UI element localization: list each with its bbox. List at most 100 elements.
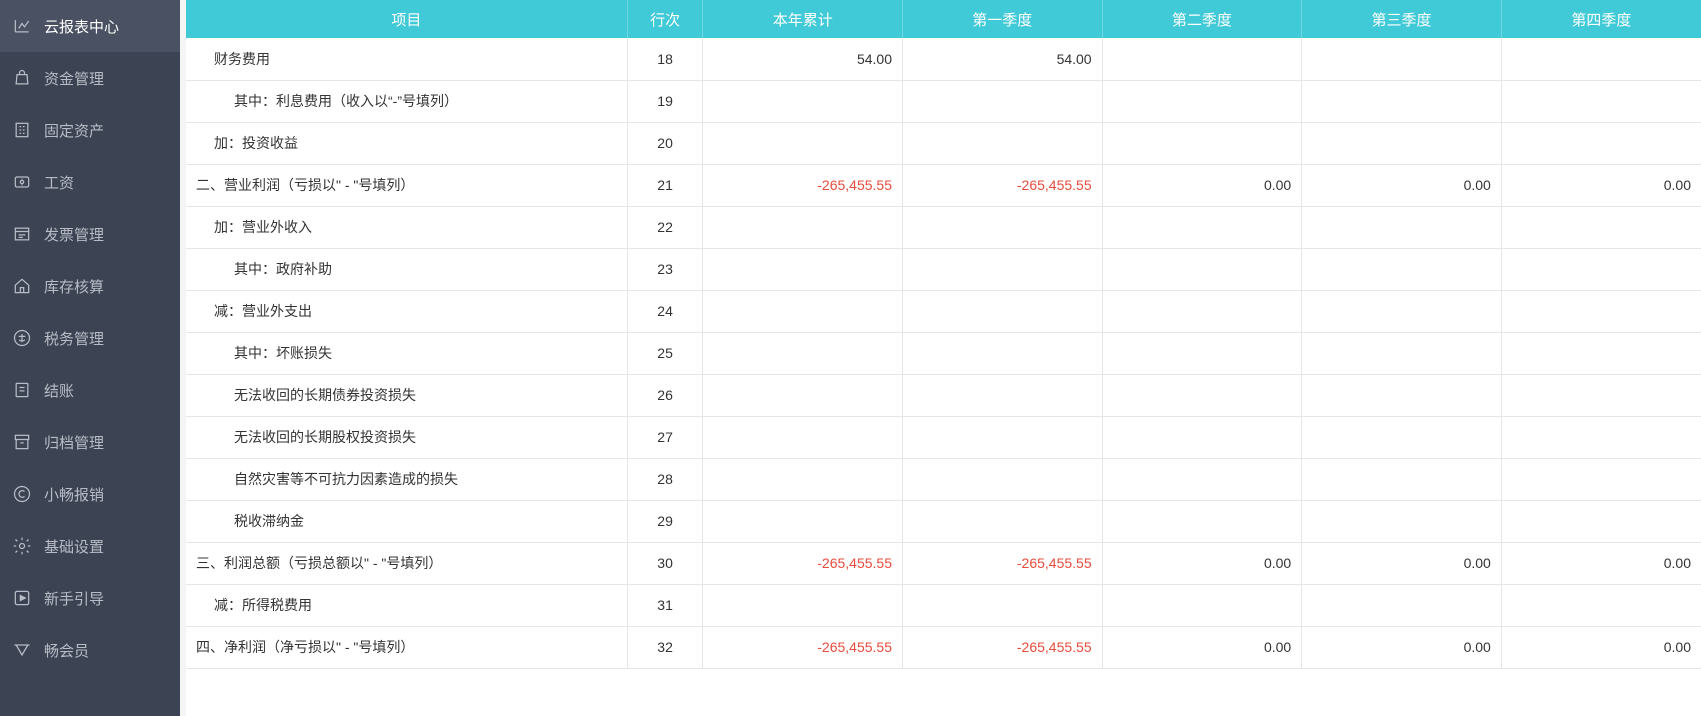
sidebar-item-label: 云报表中心 — [44, 16, 119, 37]
table-row: 加：投资收益20 — [186, 122, 1701, 164]
cell-row: 18 — [627, 38, 703, 80]
cell-ytd — [703, 290, 903, 332]
cell-ytd — [703, 248, 903, 290]
cell-q1: -265,455.55 — [903, 542, 1103, 584]
sidebar-item-12[interactable]: 畅会员 — [0, 624, 180, 676]
tax-icon — [12, 328, 32, 348]
table-row: 二、营业利润（亏损以" - "号填列）21-265,455.55-265,455… — [186, 164, 1701, 206]
sidebar-item-label: 归档管理 — [44, 432, 104, 453]
cell-q2 — [1102, 206, 1302, 248]
sidebar-item-label: 基础设置 — [44, 536, 104, 557]
table-row: 减：所得税费用31 — [186, 584, 1701, 626]
sidebar-item-10[interactable]: 基础设置 — [0, 520, 180, 572]
cell-row: 26 — [627, 374, 703, 416]
cell-q3: 0.00 — [1302, 542, 1502, 584]
sidebar-item-2[interactable]: 固定资产 — [0, 104, 180, 156]
sidebar-item-11[interactable]: 新手引导 — [0, 572, 180, 624]
cell-q4 — [1501, 80, 1701, 122]
col-header-0: 项目 — [186, 0, 627, 38]
cell-q3 — [1302, 332, 1502, 374]
col-header-3: 第一季度 — [903, 0, 1103, 38]
sidebar-item-7[interactable]: 结账 — [0, 364, 180, 416]
cell-q3 — [1302, 206, 1502, 248]
cell-q2 — [1102, 332, 1302, 374]
archive-icon — [12, 432, 32, 452]
cell-item: 加：营业外收入 — [186, 206, 627, 248]
sidebar-item-8[interactable]: 归档管理 — [0, 416, 180, 468]
cell-q2: 0.00 — [1102, 626, 1302, 668]
sidebar-item-label: 库存核算 — [44, 276, 104, 297]
cell-q2: 0.00 — [1102, 164, 1302, 206]
cell-q3 — [1302, 458, 1502, 500]
sidebar-item-label: 新手引导 — [44, 588, 104, 609]
col-header-5: 第三季度 — [1302, 0, 1502, 38]
cell-q3 — [1302, 122, 1502, 164]
cell-q3 — [1302, 38, 1502, 80]
chart-icon — [12, 16, 32, 36]
table-row: 加：营业外收入22 — [186, 206, 1701, 248]
cell-q1 — [903, 416, 1103, 458]
cell-row: 29 — [627, 500, 703, 542]
cell-q4 — [1501, 290, 1701, 332]
app-root: 云报表中心资金管理固定资产工资发票管理库存核算税务管理结账归档管理小畅报销基础设… — [0, 0, 1701, 716]
cell-item: 减：所得税费用 — [186, 584, 627, 626]
sidebar-item-label: 资金管理 — [44, 68, 104, 89]
cell-q2 — [1102, 458, 1302, 500]
cell-q1 — [903, 458, 1103, 500]
bag-icon — [12, 68, 32, 88]
sidebar-item-9[interactable]: 小畅报销 — [0, 468, 180, 520]
main-content[interactable]: 项目行次本年累计第一季度第二季度第三季度第四季度 财务费用1854.0054.0… — [186, 0, 1701, 716]
cell-q2 — [1102, 122, 1302, 164]
sidebar-item-1[interactable]: 资金管理 — [0, 52, 180, 104]
cell-item: 四、净利润（净亏损以" - "号填列） — [186, 626, 627, 668]
cell-q4: 0.00 — [1501, 626, 1701, 668]
sidebar-item-label: 固定资产 — [44, 120, 104, 141]
sidebar-item-3[interactable]: 工资 — [0, 156, 180, 208]
sidebar-item-label: 工资 — [44, 172, 74, 193]
cell-ytd — [703, 332, 903, 374]
table-body: 财务费用1854.0054.00其中：利息费用（收入以“-”号填列）19加：投资… — [186, 38, 1701, 668]
cell-row: 21 — [627, 164, 703, 206]
cell-item: 税收滞纳金 — [186, 500, 627, 542]
cell-row: 32 — [627, 626, 703, 668]
cell-q2 — [1102, 38, 1302, 80]
sidebar-item-6[interactable]: 税务管理 — [0, 312, 180, 364]
cell-row: 25 — [627, 332, 703, 374]
cell-q2 — [1102, 416, 1302, 458]
table-row: 其中：利息费用（收入以“-”号填列）19 — [186, 80, 1701, 122]
cell-q2 — [1102, 584, 1302, 626]
cell-q1 — [903, 122, 1103, 164]
sidebar-item-4[interactable]: 发票管理 — [0, 208, 180, 260]
c-icon — [12, 484, 32, 504]
sidebar-item-5[interactable]: 库存核算 — [0, 260, 180, 312]
cell-q2: 0.00 — [1102, 542, 1302, 584]
cell-q2 — [1102, 374, 1302, 416]
cell-ytd — [703, 206, 903, 248]
cell-q1 — [903, 206, 1103, 248]
table-row: 无法收回的长期债券投资损失26 — [186, 374, 1701, 416]
cell-q3: 0.00 — [1302, 164, 1502, 206]
cell-q3 — [1302, 80, 1502, 122]
cell-q1: 54.00 — [903, 38, 1103, 80]
cell-item: 二、营业利润（亏损以" - "号填列） — [186, 164, 627, 206]
sidebar-item-0[interactable]: 云报表中心 — [0, 0, 180, 52]
cell-q4 — [1501, 458, 1701, 500]
cell-item: 无法收回的长期股权投资损失 — [186, 416, 627, 458]
table-row: 自然灾害等不可抗力因素造成的损失28 — [186, 458, 1701, 500]
cell-q4 — [1501, 38, 1701, 80]
cell-row: 23 — [627, 248, 703, 290]
cell-q3 — [1302, 374, 1502, 416]
house-icon — [12, 276, 32, 296]
cell-q4 — [1501, 332, 1701, 374]
cell-q4 — [1501, 416, 1701, 458]
cell-ytd: -265,455.55 — [703, 626, 903, 668]
cell-ytd — [703, 416, 903, 458]
sidebar-item-label: 发票管理 — [44, 224, 104, 245]
cell-row: 19 — [627, 80, 703, 122]
cell-ytd — [703, 122, 903, 164]
building-icon — [12, 120, 32, 140]
table-row: 其中：政府补助23 — [186, 248, 1701, 290]
cell-q1 — [903, 374, 1103, 416]
table-row: 财务费用1854.0054.00 — [186, 38, 1701, 80]
cell-q3 — [1302, 416, 1502, 458]
